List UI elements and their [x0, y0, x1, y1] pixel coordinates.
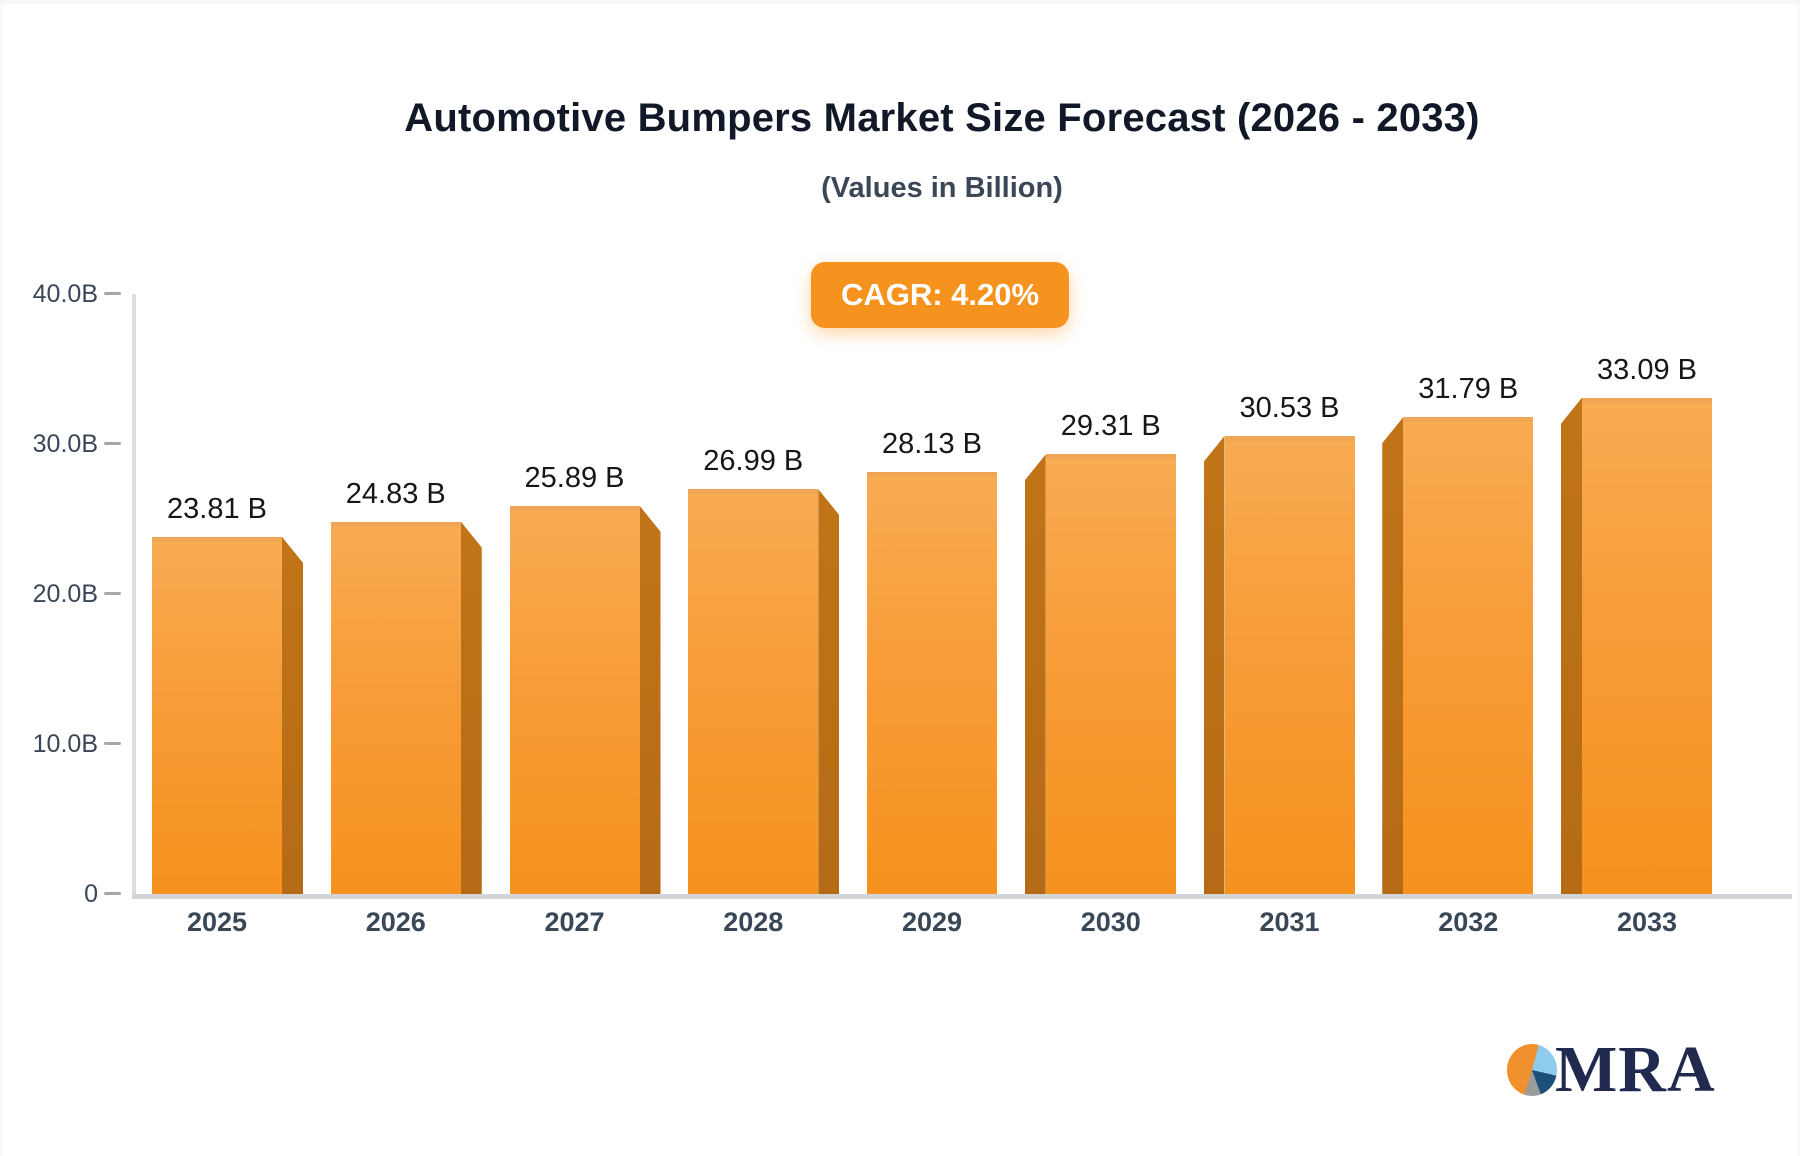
- bar-side: [639, 505, 661, 894]
- y-axis-tick: [104, 442, 121, 445]
- bar-side: [1024, 454, 1046, 894]
- bar-side: [282, 536, 303, 894]
- x-axis-label: 2030: [1080, 907, 1141, 937]
- cagr-badge: CAGR: 4.20%: [810, 262, 1070, 328]
- mra-logo: MRA: [1507, 1033, 1716, 1106]
- bar-side: [460, 521, 482, 894]
- y-axis-label: 0: [84, 880, 98, 908]
- x-axis-label: 2028: [723, 907, 784, 937]
- bar: [1582, 397, 1712, 894]
- bar: [867, 472, 997, 894]
- x-axis-label: 2031: [1259, 907, 1320, 937]
- bar-side: [1382, 417, 1404, 894]
- y-axis-label: 20.0B: [32, 580, 98, 608]
- bar: [330, 521, 461, 894]
- bar-value-label: 23.81 B: [167, 492, 267, 525]
- bar-value-label: 26.99 B: [703, 445, 804, 478]
- bar-side: [1561, 397, 1582, 894]
- bar-value-label: 28.13 B: [882, 428, 982, 461]
- x-axis-label: 2033: [1616, 907, 1678, 937]
- y-axis-label: 30.0B: [32, 430, 98, 458]
- chart-title: Automotive Bumpers Market Size Forecast …: [404, 96, 1480, 140]
- y-axis-tick: [104, 742, 121, 745]
- bar-value-label: 33.09 B: [1597, 353, 1697, 386]
- bar: [1045, 454, 1176, 894]
- x-axis-label: 2029: [901, 907, 963, 937]
- x-axis-label: 2026: [365, 907, 426, 937]
- x-axis-label: 2025: [186, 907, 248, 937]
- x-axis-label: 2032: [1438, 907, 1499, 937]
- pie-chart-icon: [1507, 1044, 1557, 1096]
- logo-text: MRA: [1555, 1033, 1716, 1106]
- bar: [1224, 436, 1355, 894]
- x-axis-label: 2027: [544, 907, 605, 937]
- x-axis-line: [132, 894, 1792, 899]
- y-axis-tick: [104, 292, 121, 295]
- bar-value-label: 30.53 B: [1239, 392, 1340, 425]
- bar-value-label: 25.89 B: [524, 461, 625, 494]
- chart-subtitle: (Values in Billion): [821, 172, 1063, 204]
- bar: [1403, 417, 1534, 894]
- bar: [509, 505, 640, 894]
- bar-value-label: 24.83 B: [345, 477, 446, 510]
- y-axis-tick: [104, 592, 121, 595]
- y-axis-tick: [104, 892, 121, 895]
- bar-value-label: 29.31 B: [1060, 410, 1161, 443]
- bar-side: [1203, 436, 1225, 894]
- y-axis-line: [132, 294, 136, 897]
- y-axis-label: 40.0B: [32, 280, 98, 308]
- bar: [152, 536, 282, 894]
- bar-chart: 40.0B 30.0B 20.0B 10.0B 0 23.81 B 24.83 B 25.8…: [2, 4, 1798, 1156]
- bar-value-label: 31.79 B: [1418, 373, 1519, 406]
- bar-side: [818, 489, 840, 894]
- y-axis-label: 10.0B: [32, 730, 98, 758]
- bar: [688, 489, 819, 894]
